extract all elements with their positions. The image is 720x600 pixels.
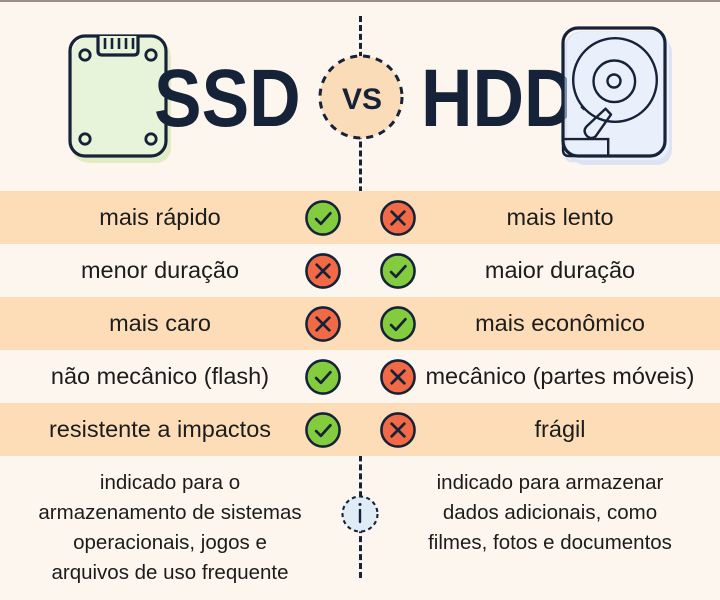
svg-text:VS: VS — [342, 83, 382, 116]
